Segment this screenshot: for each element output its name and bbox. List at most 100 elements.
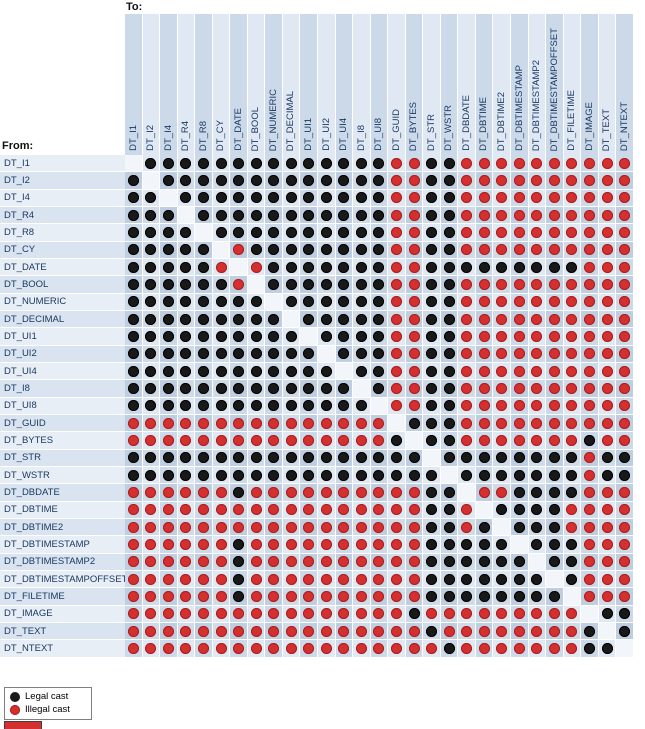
illegal-cast-dot xyxy=(180,625,192,637)
cell-dt_filetime-to-dt_bytes xyxy=(405,588,424,606)
legal-cast-dot xyxy=(303,313,315,325)
legal-cast-dot xyxy=(250,469,262,481)
illegal-cast-dot xyxy=(145,642,157,654)
cell-dt_bytes-to-dt_text xyxy=(598,432,617,450)
legal-cast-dot xyxy=(426,469,438,481)
cell-dt_ui2-to-dt_i1 xyxy=(125,345,143,363)
cell-dt_r8-to-dt_filetime xyxy=(563,224,582,242)
cell-dt_image-to-dt_i1 xyxy=(125,605,143,623)
row-header-dt_dbtimestamp: DT_DBTIMESTAMP xyxy=(0,536,125,554)
cell-dt_r8-to-dt_decimal xyxy=(282,224,301,242)
cell-dt_i4-to-dt_filetime xyxy=(563,189,582,207)
cell-dt_dbtime2-to-dt_ui8 xyxy=(370,518,389,537)
legal-cast-dot xyxy=(197,174,209,186)
legal-cast-dot xyxy=(478,573,490,585)
cell-dt_decimal-to-dt_dbtime2 xyxy=(493,310,512,329)
cell-dt_i2-to-dt_image xyxy=(581,172,599,190)
cell-dt_decimal-to-dt_r8 xyxy=(195,310,213,329)
illegal-cast-dot xyxy=(583,192,595,204)
column-header-dt_image: DT_IMAGE xyxy=(581,14,599,155)
cell-dt_i1-to-dt_ui2 xyxy=(318,155,336,173)
cell-dt_dbdate-to-dt_image xyxy=(581,484,599,502)
illegal-cast-dot xyxy=(513,278,525,290)
cell-dt_numeric-to-dt_dbtimestampoffset xyxy=(546,293,564,311)
illegal-cast-dot xyxy=(373,642,385,654)
cell-dt_ui2-to-dt_decimal xyxy=(282,345,301,363)
cell-dt_i4-to-dt_i4 xyxy=(160,189,178,207)
cell-dt_dbtimestamp2-to-dt_cy xyxy=(212,553,231,571)
cell-dt_i1-to-dt_guid xyxy=(388,155,406,173)
cell-dt_bytes-to-dt_str xyxy=(423,432,441,450)
cell-dt_text-to-dt_i8 xyxy=(353,622,371,641)
cell-dt_guid-to-dt_filetime xyxy=(563,414,582,433)
illegal-cast-dot xyxy=(496,244,508,256)
illegal-cast-dot xyxy=(408,209,420,221)
illegal-cast-dot xyxy=(531,244,543,256)
cell-dt_bool-to-dt_r8 xyxy=(195,276,213,294)
cell-dt_cy-to-dt_text xyxy=(598,241,617,259)
cell-dt_ui2-to-dt_date xyxy=(230,345,248,363)
illegal-cast-dot xyxy=(601,244,613,256)
cell-dt_ntext-to-dt_wstr xyxy=(440,640,459,658)
illegal-cast-dot xyxy=(390,348,402,360)
legal-cast-dot xyxy=(162,382,174,394)
illegal-cast-dot xyxy=(408,573,420,585)
illegal-cast-dot xyxy=(619,556,631,568)
cell-dt_dbtime-to-dt_ui2 xyxy=(318,501,336,519)
cell-dt_dbtimestamp-to-dt_i1 xyxy=(125,536,143,554)
legal-cast-dot xyxy=(373,452,385,464)
legal-cast-dot xyxy=(162,261,174,273)
illegal-cast-dot xyxy=(303,590,315,602)
cell-dt_dbtime-to-dt_r4 xyxy=(177,501,196,519)
illegal-cast-dot xyxy=(268,486,280,498)
legal-cast-dot xyxy=(215,400,227,412)
cell-dt_ui4-to-dt_ntext xyxy=(616,362,634,381)
column-headers: DT_I1 DT_I2 DT_I4 DT_R4 DT_R8 DT_CY DT_DATE DT_… xyxy=(125,14,634,155)
legal-cast-dot xyxy=(426,244,438,256)
cell-dt_dbtimestamp-to-dt_i8 xyxy=(353,536,371,554)
row-header-dt_i4: DT_I4 xyxy=(0,189,125,207)
illegal-cast-dot xyxy=(285,417,297,429)
cell-dt_i8-to-dt_i8 xyxy=(353,380,371,398)
cell-dt_r8-to-dt_image xyxy=(581,224,599,242)
legal-cast-dot xyxy=(127,244,139,256)
cell-dt_date-to-dt_dbdate xyxy=(458,258,476,277)
cell-dt_ui1-to-dt_dbtimestamp2 xyxy=(528,328,547,346)
legal-cast-dot xyxy=(373,278,385,290)
cell-dt_dbtimestampoffset-to-dt_dbtimestamp2 xyxy=(528,570,547,589)
cell-dt_dbtimestampoffset-to-dt_dbtimestamp xyxy=(511,570,529,589)
cell-dt_bytes-to-dt_ui2 xyxy=(318,432,336,450)
cell-dt_dbtime2-to-dt_dbtimestamp2 xyxy=(528,518,547,537)
cell-dt_numeric-to-dt_r8 xyxy=(195,293,213,311)
cell-dt_dbtime2-to-dt_r4 xyxy=(177,518,196,537)
cell-dt_ui2-to-dt_ui2 xyxy=(318,345,336,363)
cell-dt_wstr-to-dt_dbtimestamp xyxy=(511,466,529,485)
cell-dt_i4-to-dt_numeric xyxy=(265,189,283,207)
cell-dt_numeric-to-dt_dbtimestamp2 xyxy=(528,293,547,311)
illegal-cast-dot xyxy=(180,608,192,620)
cell-dt_ntext-to-dt_dbtimestamp xyxy=(511,640,529,658)
cell-dt_image-to-dt_str xyxy=(423,605,441,623)
illegal-cast-dot xyxy=(601,261,613,273)
cell-dt_dbtimestampoffset-to-dt_dbtime xyxy=(475,570,494,589)
illegal-cast-dot xyxy=(513,348,525,360)
cell-dt_guid-to-dt_dbdate xyxy=(458,414,476,433)
cell-dt_ui1-to-dt_wstr xyxy=(440,328,459,346)
illegal-cast-dot xyxy=(390,608,402,620)
cell-dt_r8-to-dt_ui1 xyxy=(300,224,319,242)
illegal-cast-dot xyxy=(566,365,578,377)
cell-dt_bool-to-dt_decimal xyxy=(282,276,301,294)
row-header-dt_bool: DT_BOOL xyxy=(0,276,125,294)
cell-dt_numeric-to-dt_date xyxy=(230,293,248,311)
illegal-cast-dot xyxy=(531,296,543,308)
cell-dt_dbtime-to-dt_ntext xyxy=(616,501,634,519)
cell-dt_cy-to-dt_i2 xyxy=(142,241,161,259)
cell-dt_cy-to-dt_cy xyxy=(212,241,231,259)
cell-dt_bytes-to-dt_numeric xyxy=(265,432,283,450)
cell-dt_bool-to-dt_ui8 xyxy=(370,276,389,294)
illegal-cast-dot xyxy=(303,538,315,550)
cell-dt_wstr-to-dt_i8 xyxy=(353,466,371,485)
legal-cast-dot xyxy=(443,313,455,325)
cell-dt_image-to-dt_dbtime xyxy=(475,605,494,623)
row-header-dt_r8: DT_R8 xyxy=(0,224,125,242)
